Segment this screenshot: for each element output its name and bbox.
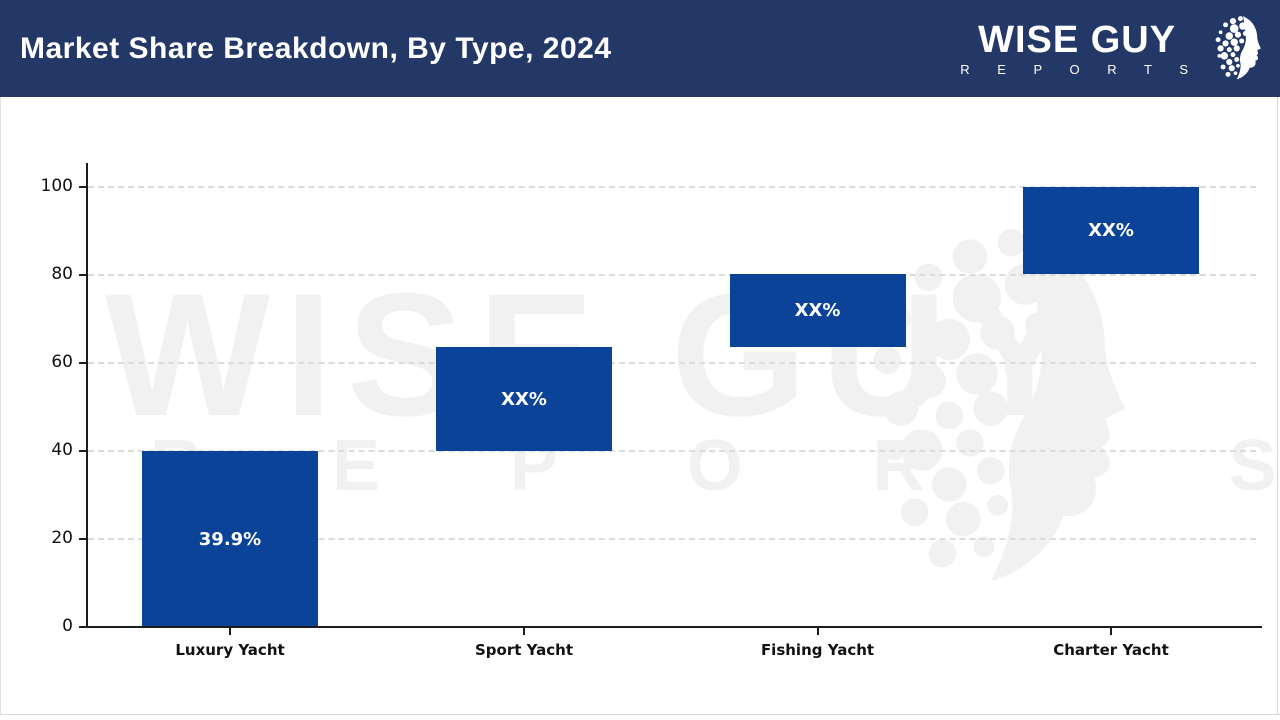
wise-guy-logo: WISE GUY R E P O R T S (954, 8, 1264, 90)
x-tick-mark (816, 628, 819, 635)
bar-charter-yacht: XX% (1023, 187, 1199, 274)
y-tick-mark (79, 186, 87, 188)
watermark-head-icon (873, 228, 1126, 582)
y-tick-label: 60 (51, 352, 73, 372)
bar-sport-yacht: XX% (436, 347, 612, 452)
gridline-100 (88, 186, 1256, 188)
y-tick-mark (79, 274, 87, 276)
frame-bottom-line (0, 714, 1280, 715)
y-tick-mark (79, 362, 87, 364)
page-title: Market Share Breakdown, By Type, 2024 (20, 31, 612, 65)
bar-luxury-yacht: 39.9% (142, 451, 318, 627)
y-tick-label: 80 (51, 264, 73, 284)
gridline-80 (88, 274, 1256, 276)
y-tick-label: 20 (51, 528, 73, 548)
y-tick-label: 0 (62, 616, 73, 636)
logo-subtitle: R E P O R T S (960, 62, 1200, 77)
header: Market Share Breakdown, By Type, 2024 WI… (0, 0, 1280, 97)
frame-left-line (0, 97, 1, 715)
bar-value-label: 39.9% (198, 528, 262, 550)
logo-text: WISE GUY R E P O R T S (954, 21, 1200, 76)
x-tick-mark (523, 628, 525, 635)
x-category-label: Charter Yacht (1053, 641, 1169, 659)
logo-head-icon (1215, 15, 1261, 79)
y-tick-label: 40 (51, 440, 73, 460)
bar-value-label: XX% (794, 299, 841, 321)
y-axis-line (86, 163, 88, 627)
bar-value-label: XX% (501, 388, 547, 410)
y-tick-label: 100 (40, 176, 73, 196)
gridline-40 (88, 450, 1256, 452)
x-axis-line (86, 626, 1262, 628)
bar-value-label: XX% (1088, 219, 1134, 241)
y-tick-mark (79, 450, 87, 452)
x-tick-mark (1110, 628, 1112, 635)
gridline-60 (88, 362, 1256, 364)
logo-wordmark: WISE GUY (978, 19, 1177, 61)
x-category-label: Sport Yacht (475, 641, 573, 659)
y-tick-mark (79, 626, 87, 628)
y-tick-mark (79, 538, 87, 540)
gridline-20 (88, 538, 1256, 540)
x-tick-mark (229, 628, 231, 635)
x-category-label: Fishing Yacht (760, 641, 875, 659)
frame-right-line (1277, 97, 1278, 715)
bar-fishing-yacht: XX% (729, 273, 906, 348)
x-category-label: Luxury Yacht (175, 641, 285, 659)
